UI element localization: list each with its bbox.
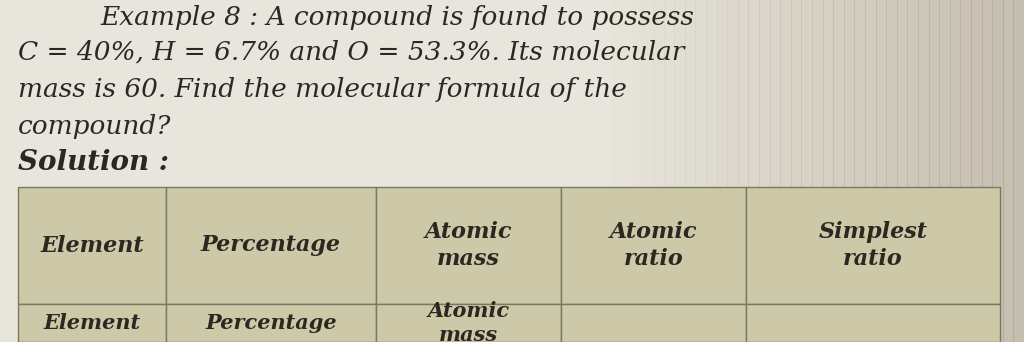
Bar xyxy=(802,0,813,342)
Bar xyxy=(791,0,803,342)
Text: compound?: compound? xyxy=(18,114,171,139)
Bar xyxy=(18,304,166,342)
Text: Atomic
ratio: Atomic ratio xyxy=(609,221,697,270)
Text: C = 40%, H = 6.7% and O = 53.3%. Its molecular: C = 40%, H = 6.7% and O = 53.3%. Its mol… xyxy=(18,40,684,65)
Text: Example 8 : A compound is found to possess: Example 8 : A compound is found to posse… xyxy=(100,5,694,30)
Bar xyxy=(561,187,746,304)
Bar xyxy=(812,0,823,342)
Bar xyxy=(746,187,1000,304)
Text: Simplest
ratio: Simplest ratio xyxy=(818,221,928,270)
Bar xyxy=(376,187,561,304)
Bar xyxy=(664,0,675,342)
Bar xyxy=(939,0,951,342)
Bar xyxy=(166,304,376,342)
Bar xyxy=(854,0,866,342)
Bar xyxy=(695,0,707,342)
Bar xyxy=(166,187,376,304)
Bar xyxy=(886,0,898,342)
Text: Element: Element xyxy=(43,313,140,333)
Bar xyxy=(610,0,623,342)
Bar xyxy=(738,0,750,342)
Bar xyxy=(961,0,972,342)
Bar xyxy=(18,187,166,304)
Bar xyxy=(950,0,962,342)
Bar xyxy=(918,0,930,342)
Bar xyxy=(622,0,633,342)
Text: Solution :: Solution : xyxy=(18,149,169,176)
Bar xyxy=(907,0,919,342)
Bar xyxy=(600,0,611,342)
Bar xyxy=(834,0,845,342)
Text: Atomic
mass: Atomic mass xyxy=(425,221,512,270)
Bar xyxy=(674,0,686,342)
Bar xyxy=(770,0,781,342)
Bar xyxy=(844,0,855,342)
Bar xyxy=(897,0,908,342)
Bar xyxy=(727,0,738,342)
Bar xyxy=(642,0,654,342)
Bar xyxy=(749,0,760,342)
Bar xyxy=(865,0,877,342)
Text: Element: Element xyxy=(40,235,143,256)
Text: Percentage: Percentage xyxy=(205,313,337,333)
Bar xyxy=(685,0,696,342)
Bar xyxy=(929,0,940,342)
Bar xyxy=(561,304,746,342)
Bar xyxy=(376,304,561,342)
Bar xyxy=(653,0,665,342)
Text: mass is 60. Find the molecular formula of the: mass is 60. Find the molecular formula o… xyxy=(18,77,627,102)
Bar xyxy=(706,0,718,342)
Bar xyxy=(746,304,1000,342)
Text: Percentage: Percentage xyxy=(201,235,341,256)
Bar xyxy=(759,0,771,342)
Bar xyxy=(822,0,835,342)
Bar xyxy=(876,0,887,342)
Bar xyxy=(971,0,983,342)
Bar xyxy=(982,0,993,342)
Bar xyxy=(1014,0,1024,342)
Text: Atomic
mass: Atomic mass xyxy=(427,301,510,342)
Bar xyxy=(717,0,728,342)
Bar xyxy=(780,0,792,342)
Bar xyxy=(632,0,643,342)
Bar xyxy=(992,0,1004,342)
Bar xyxy=(1002,0,1015,342)
